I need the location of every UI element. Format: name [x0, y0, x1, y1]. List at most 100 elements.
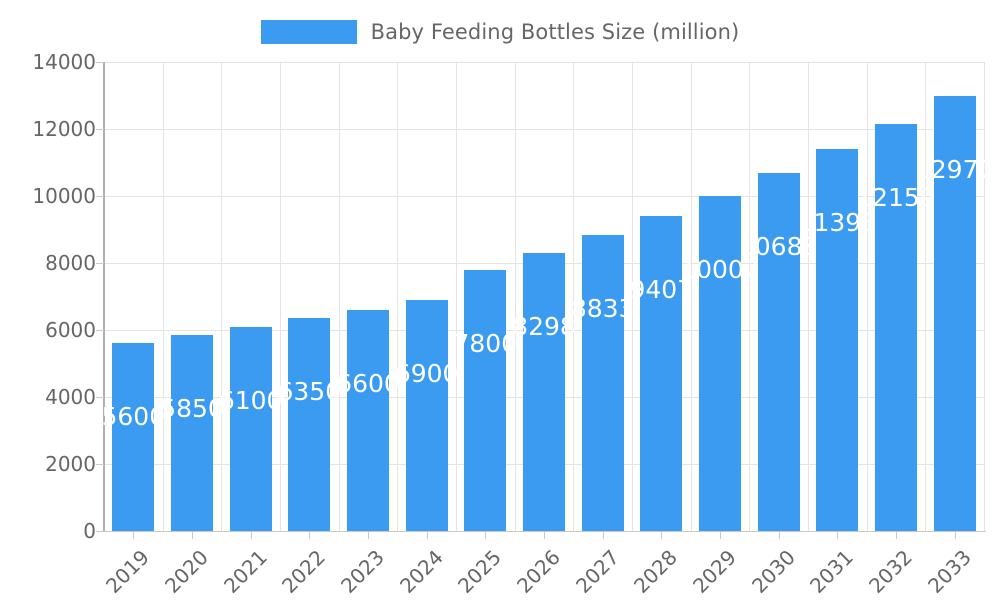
bar-slot: 5600 — [102, 62, 165, 531]
y-tick-label: 12000 — [32, 117, 96, 141]
bar-slot: 8298 — [512, 62, 576, 531]
bar-slot: 9407 — [630, 62, 693, 531]
legend-item[interactable]: Baby Feeding Bottles Size (million) — [260, 20, 740, 44]
bar[interactable] — [288, 318, 331, 531]
bar[interactable] — [581, 235, 624, 531]
grid-line-vertical — [808, 62, 809, 531]
bar[interactable] — [112, 343, 155, 531]
grid-line-horizontal — [104, 196, 984, 197]
grid-line-vertical — [338, 62, 340, 531]
x-tick-label: 2027 — [570, 545, 624, 598]
y-tick-label: 2000 — [45, 452, 96, 476]
chart-legend: Baby Feeding Bottles Size (million) — [0, 14, 1000, 50]
y-tick-label: 6000 — [45, 318, 96, 342]
bar[interactable] — [522, 253, 566, 531]
y-tick-label: 0 — [83, 519, 96, 543]
x-tick-label: 2023 — [336, 545, 389, 598]
x-tick-label: 2021 — [218, 545, 272, 598]
x-tick-mark — [192, 531, 193, 539]
x-tick-mark — [720, 531, 721, 539]
bar[interactable] — [170, 335, 214, 531]
y-axis: 0 2000 4000 6000 8000 10000 12000 14000 — [0, 0, 96, 600]
x-tick-mark — [778, 531, 780, 539]
bar[interactable] — [405, 299, 448, 531]
x-tick-mark — [837, 531, 839, 539]
grid-line-vertical — [632, 62, 633, 531]
y-tick-mark — [96, 62, 104, 63]
grid-line-vertical — [866, 62, 868, 531]
x-tick-label: 2031 — [805, 545, 859, 598]
bar-slot: 8833 — [571, 62, 634, 531]
x-tick-label: 2030 — [746, 545, 800, 598]
grid-line-vertical — [925, 62, 927, 531]
x-tick-mark — [368, 531, 369, 539]
bar-slot: 12159 — [856, 62, 936, 531]
bar[interactable] — [346, 309, 390, 531]
x-tick-label: 2020 — [160, 545, 213, 598]
y-tick-label: 10000 — [32, 184, 96, 208]
x-tick-label: 2029 — [688, 545, 741, 598]
grid-line-vertical — [984, 62, 985, 531]
y-tick-mark — [96, 196, 104, 197]
legend-color-swatch — [260, 20, 357, 44]
grid-line-horizontal — [104, 62, 984, 63]
bar-slot: 10002 — [680, 62, 760, 531]
bar-slot: 12977 — [915, 62, 994, 531]
y-tick-label: 8000 — [45, 251, 96, 275]
x-tick-mark — [133, 531, 135, 539]
x-tick-label: 2033 — [922, 545, 976, 598]
bar[interactable] — [874, 123, 918, 531]
x-axis: 2019 2020 2021 2022 2023 2024 2025 2026 2027 2028… — [101, 531, 984, 600]
bar[interactable] — [640, 215, 683, 531]
x-tick-label: 2019 — [101, 545, 155, 598]
bar[interactable] — [933, 96, 976, 531]
grid-line-horizontal — [104, 129, 984, 130]
x-tick-mark — [485, 531, 487, 539]
y-tick-label: 4000 — [45, 385, 96, 409]
bar[interactable] — [229, 326, 272, 531]
x-tick-mark — [309, 531, 311, 539]
bar[interactable] — [757, 172, 800, 531]
x-tick-label: 2028 — [629, 545, 683, 598]
grid-line-vertical — [514, 62, 516, 531]
grid-line-vertical — [162, 62, 164, 531]
x-tick-label: 2022 — [277, 545, 331, 598]
x-axis-spine — [96, 531, 986, 532]
y-tick-mark — [96, 464, 104, 465]
y-tick-mark — [96, 129, 104, 130]
grid-line-vertical — [280, 62, 281, 531]
bar-slot: 6350 — [278, 62, 341, 531]
y-tick-mark — [96, 397, 104, 398]
grid-line-vertical — [749, 62, 751, 531]
x-tick-label: 2024 — [394, 545, 448, 598]
grid-line-vertical — [456, 62, 457, 531]
bar-slot: 5850 — [160, 62, 224, 531]
bar[interactable] — [816, 149, 859, 531]
x-tick-mark — [954, 531, 956, 539]
x-tick-label: 2025 — [453, 545, 507, 598]
y-tick-mark — [96, 330, 104, 331]
y-tick-label: 14000 — [32, 50, 96, 74]
y-tick-mark — [96, 263, 104, 264]
x-tick-label: 2032 — [864, 545, 917, 598]
bar-slot: 6100 — [219, 62, 282, 531]
x-tick-mark — [602, 531, 604, 539]
grid-line-vertical — [690, 62, 692, 531]
bar-slot: 6900 — [395, 62, 458, 531]
bar-slot: 7800 — [454, 62, 517, 531]
x-tick-mark — [426, 531, 428, 539]
grid-line-vertical — [221, 62, 223, 531]
bar-series: 5600 5850 6100 6350 6600 6900 7800 8298 8833 9407… — [102, 62, 994, 531]
x-tick-mark — [544, 531, 545, 539]
legend-label: Baby Feeding Bottles Size (million) — [370, 20, 740, 44]
grid-line-vertical — [397, 62, 399, 531]
x-tick-mark — [661, 531, 663, 539]
bar-slot: 6600 — [336, 62, 400, 531]
x-tick-label: 2026 — [512, 545, 565, 598]
x-tick-mark — [896, 531, 897, 539]
y-axis-spine — [103, 62, 105, 532]
bar[interactable] — [464, 269, 507, 531]
bar[interactable] — [698, 195, 742, 531]
y-tick-mark — [96, 531, 104, 532]
